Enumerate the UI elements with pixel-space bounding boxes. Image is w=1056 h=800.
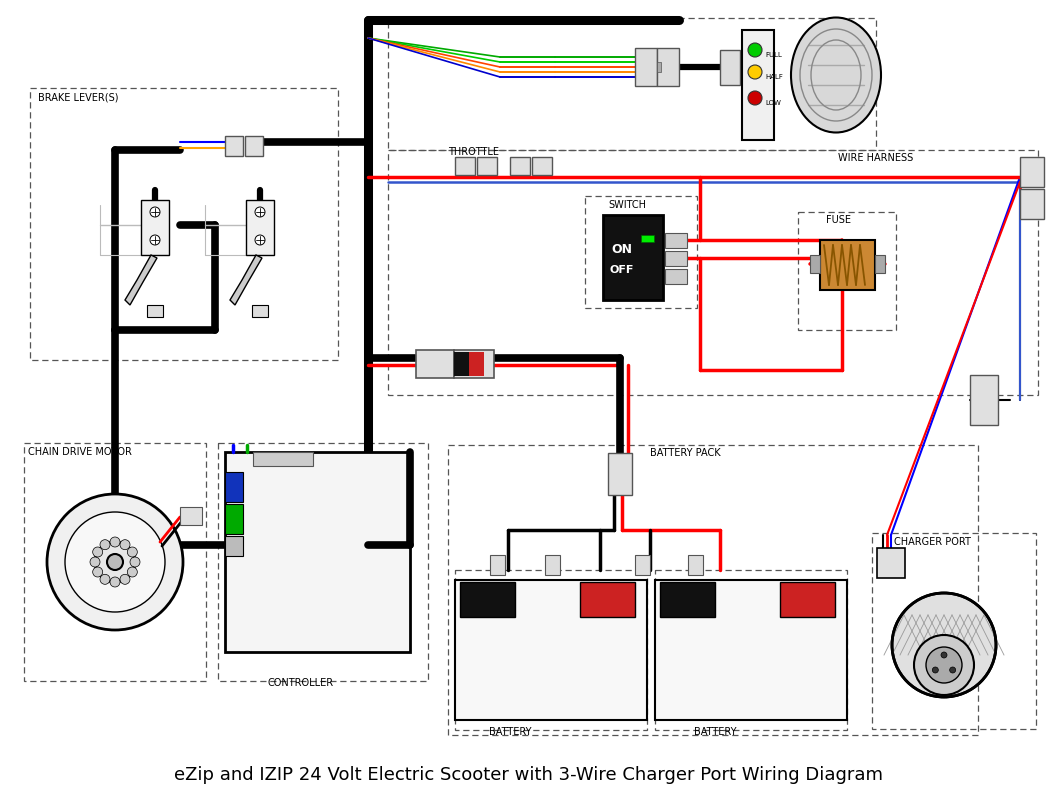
Polygon shape (657, 62, 661, 72)
Circle shape (926, 647, 962, 683)
Polygon shape (655, 580, 847, 720)
Polygon shape (460, 582, 515, 617)
Circle shape (128, 547, 137, 557)
Text: LOW: LOW (765, 100, 780, 106)
Polygon shape (875, 255, 885, 273)
Polygon shape (455, 580, 647, 720)
Text: CHARGER PORT: CHARGER PORT (894, 537, 970, 547)
Polygon shape (225, 472, 243, 502)
Polygon shape (970, 375, 998, 425)
Text: WIRE HARNESS: WIRE HARNESS (838, 153, 913, 163)
Polygon shape (635, 555, 650, 575)
Text: BRAKE LEVER(S): BRAKE LEVER(S) (38, 92, 118, 102)
Circle shape (90, 557, 100, 567)
Polygon shape (810, 255, 821, 273)
Polygon shape (252, 305, 268, 317)
Text: BATTERY: BATTERY (694, 727, 736, 737)
Polygon shape (454, 352, 469, 376)
Circle shape (110, 537, 120, 547)
Polygon shape (246, 200, 274, 255)
Polygon shape (742, 30, 774, 140)
Polygon shape (665, 269, 687, 284)
Polygon shape (689, 555, 703, 575)
Polygon shape (416, 350, 454, 378)
Polygon shape (225, 504, 243, 534)
Circle shape (65, 512, 165, 612)
Circle shape (254, 235, 265, 245)
Polygon shape (603, 215, 663, 300)
Text: CHAIN DRIVE MOTOR: CHAIN DRIVE MOTOR (29, 447, 132, 457)
Circle shape (93, 567, 102, 577)
Polygon shape (510, 157, 530, 175)
Polygon shape (147, 305, 163, 317)
Text: BATTERY: BATTERY (489, 727, 531, 737)
Circle shape (892, 593, 996, 697)
Text: ON: ON (611, 243, 631, 256)
Circle shape (95, 542, 135, 582)
Circle shape (100, 574, 110, 584)
Polygon shape (608, 453, 631, 495)
Circle shape (110, 577, 120, 587)
Text: FULL: FULL (765, 52, 781, 58)
Polygon shape (469, 352, 484, 376)
Text: SWITCH: SWITCH (608, 200, 646, 210)
Circle shape (914, 635, 974, 695)
Polygon shape (225, 452, 410, 652)
Polygon shape (180, 507, 202, 525)
Polygon shape (720, 50, 740, 85)
Polygon shape (657, 48, 679, 86)
Circle shape (130, 557, 140, 567)
Circle shape (254, 207, 265, 217)
Polygon shape (225, 136, 243, 156)
Polygon shape (665, 251, 687, 266)
Circle shape (941, 652, 947, 658)
Circle shape (120, 574, 130, 584)
Polygon shape (876, 548, 905, 578)
Circle shape (100, 540, 110, 550)
Circle shape (93, 547, 102, 557)
Polygon shape (532, 157, 552, 175)
Circle shape (748, 91, 762, 105)
Text: BATTERY PACK: BATTERY PACK (650, 448, 720, 458)
Polygon shape (635, 48, 657, 86)
Text: THROTTLE: THROTTLE (448, 147, 499, 157)
Circle shape (150, 207, 161, 217)
Polygon shape (477, 157, 497, 175)
Circle shape (128, 567, 137, 577)
Polygon shape (454, 350, 494, 378)
Text: HALF: HALF (765, 74, 782, 80)
Polygon shape (780, 582, 835, 617)
Polygon shape (641, 235, 654, 242)
Text: OFF: OFF (609, 265, 634, 275)
Polygon shape (225, 536, 243, 556)
Circle shape (150, 235, 161, 245)
Text: eZip and IZIP 24 Volt Electric Scooter with 3-Wire Charger Port Wiring Diagram: eZip and IZIP 24 Volt Electric Scooter w… (173, 766, 883, 784)
Polygon shape (545, 555, 560, 575)
Polygon shape (490, 555, 505, 575)
Text: FUSE: FUSE (826, 215, 851, 225)
Circle shape (932, 667, 939, 673)
Polygon shape (1020, 157, 1044, 187)
Circle shape (48, 494, 183, 630)
Polygon shape (665, 233, 687, 248)
Polygon shape (821, 240, 875, 290)
Polygon shape (253, 452, 313, 466)
Text: CONTROLLER: CONTROLLER (268, 678, 334, 688)
Polygon shape (580, 582, 635, 617)
Polygon shape (245, 136, 263, 156)
Circle shape (949, 667, 956, 673)
Circle shape (107, 554, 122, 570)
Polygon shape (142, 200, 169, 255)
Polygon shape (230, 255, 262, 305)
Circle shape (120, 540, 130, 550)
Circle shape (748, 65, 762, 79)
Polygon shape (1020, 189, 1044, 219)
Polygon shape (455, 157, 475, 175)
Polygon shape (660, 582, 715, 617)
Ellipse shape (791, 18, 881, 133)
Circle shape (748, 43, 762, 57)
Polygon shape (125, 255, 157, 305)
